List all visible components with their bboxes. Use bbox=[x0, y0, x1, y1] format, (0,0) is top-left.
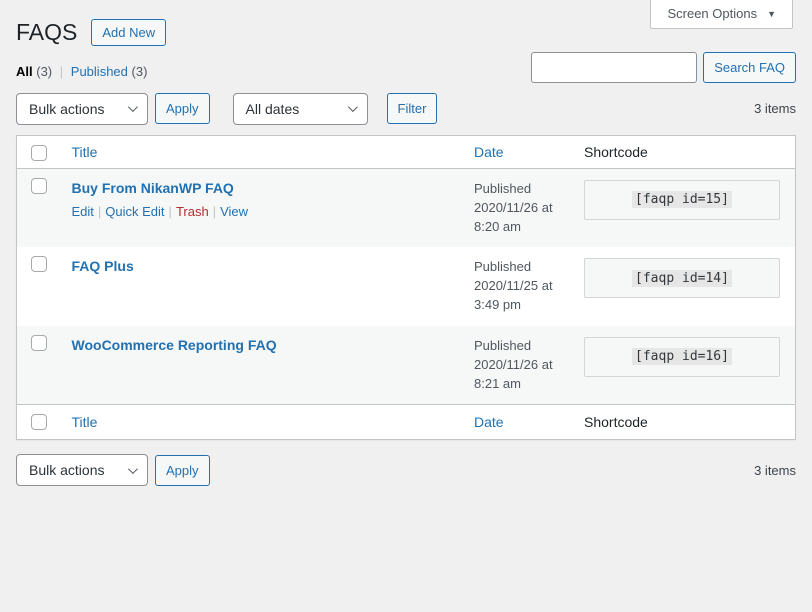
search-faq-button[interactable]: Search FAQ bbox=[703, 51, 796, 83]
view-published-count: (3) bbox=[131, 63, 148, 79]
items-count: 3 items bbox=[754, 462, 796, 478]
page-title: FAQS bbox=[16, 19, 78, 45]
bulk-actions-select-bottom[interactable]: Bulk actions bbox=[16, 454, 148, 487]
date-filter-selected-value: All dates bbox=[245, 100, 300, 117]
row-checkbox[interactable] bbox=[31, 177, 47, 194]
action-separator: | bbox=[212, 203, 217, 219]
shortcode-value: [faqp id=15] bbox=[632, 191, 732, 209]
items-count: 3 items bbox=[754, 101, 796, 117]
shortcode-field[interactable]: [faqp id=15] bbox=[584, 179, 780, 220]
shortcode-field[interactable]: [faqp id=14] bbox=[584, 258, 780, 299]
screen-options-button[interactable]: Screen Options ▼ bbox=[650, 0, 793, 29]
add-new-button[interactable]: Add New bbox=[91, 19, 167, 47]
faq-title-link[interactable]: Buy From NikanWP FAQ bbox=[71, 179, 234, 196]
date-cell: Published 2020/11/26 at 8:21 am bbox=[474, 337, 553, 391]
table-row: WooCommerce Reporting FAQ Published 2020… bbox=[16, 325, 796, 405]
column-footer-shortcode: Shortcode bbox=[576, 404, 796, 440]
view-filter-links: All (3) | Published (3) bbox=[16, 64, 147, 79]
view-separator: | bbox=[59, 63, 64, 79]
column-footer-title[interactable]: Title bbox=[63, 404, 466, 440]
chevron-down-icon bbox=[127, 102, 138, 113]
table-header-row: Title Date Shortcode bbox=[16, 135, 796, 169]
chevron-down-icon bbox=[347, 102, 358, 113]
action-separator: | bbox=[168, 203, 172, 219]
shortcode-value: [faqp id=16] bbox=[632, 348, 732, 366]
screen-options-label: Screen Options bbox=[667, 6, 758, 21]
column-header-shortcode: Shortcode bbox=[576, 135, 796, 169]
table-row: FAQ Plus Published 2020/11/25 at 3:49 pm… bbox=[17, 247, 796, 326]
select-all-checkbox[interactable] bbox=[31, 414, 47, 431]
faq-title-link[interactable]: FAQ Plus bbox=[71, 258, 134, 275]
search-box: Search FAQ bbox=[531, 51, 796, 83]
row-checkbox[interactable] bbox=[31, 334, 47, 351]
quick-edit-link[interactable]: Quick Edit bbox=[105, 203, 165, 219]
shortcode-value: [faqp id=14] bbox=[632, 269, 732, 287]
row-actions: Edit | Quick Edit | Trash | View bbox=[72, 204, 459, 219]
date-cell: Published 2020/11/25 at 3:49 pm bbox=[474, 259, 553, 313]
edit-link[interactable]: Edit bbox=[71, 203, 94, 219]
trash-link[interactable]: Trash bbox=[175, 203, 209, 219]
search-input[interactable] bbox=[531, 51, 698, 83]
faq-list-table: Title Date Shortcode Buy From NikanWP FA… bbox=[16, 134, 796, 441]
view-all-link[interactable]: All bbox=[16, 63, 33, 79]
shortcode-field[interactable]: [faqp id=16] bbox=[584, 336, 780, 377]
table-footer-row: Title Date Shortcode bbox=[16, 404, 796, 440]
column-header-title[interactable]: Title bbox=[63, 135, 466, 169]
filter-button[interactable]: Filter bbox=[386, 93, 438, 125]
faq-list-page: FAQS Add New All (3) | Published (3) Sea… bbox=[16, 0, 796, 487]
date-filter-select[interactable]: All dates bbox=[232, 92, 368, 125]
view-link[interactable]: View bbox=[220, 203, 249, 219]
faq-title-link[interactable]: WooCommerce Reporting FAQ bbox=[71, 336, 277, 353]
row-checkbox[interactable] bbox=[31, 256, 47, 273]
action-separator: | bbox=[97, 203, 102, 219]
column-footer-date[interactable]: Date bbox=[466, 404, 576, 440]
apply-button[interactable]: Apply bbox=[155, 93, 210, 125]
chevron-down-icon bbox=[127, 464, 138, 475]
select-all-checkbox[interactable] bbox=[31, 144, 47, 161]
view-published-link[interactable]: Published bbox=[70, 63, 128, 79]
view-all-count: (3) bbox=[36, 63, 53, 79]
date-cell: Published 2020/11/26 at 8:20 am bbox=[474, 180, 553, 234]
bulk-actions-selected-value: Bulk actions bbox=[29, 100, 105, 117]
bulk-actions-select[interactable]: Bulk actions bbox=[16, 92, 148, 125]
table-row: Buy From NikanWP FAQ Edit | Quick Edit | Tra… bbox=[16, 168, 796, 248]
chevron-down-icon: ▼ bbox=[767, 8, 776, 19]
apply-button-bottom[interactable]: Apply bbox=[155, 454, 210, 486]
column-header-date[interactable]: Date bbox=[466, 135, 576, 169]
bulk-actions-selected-value: Bulk actions bbox=[29, 462, 105, 479]
